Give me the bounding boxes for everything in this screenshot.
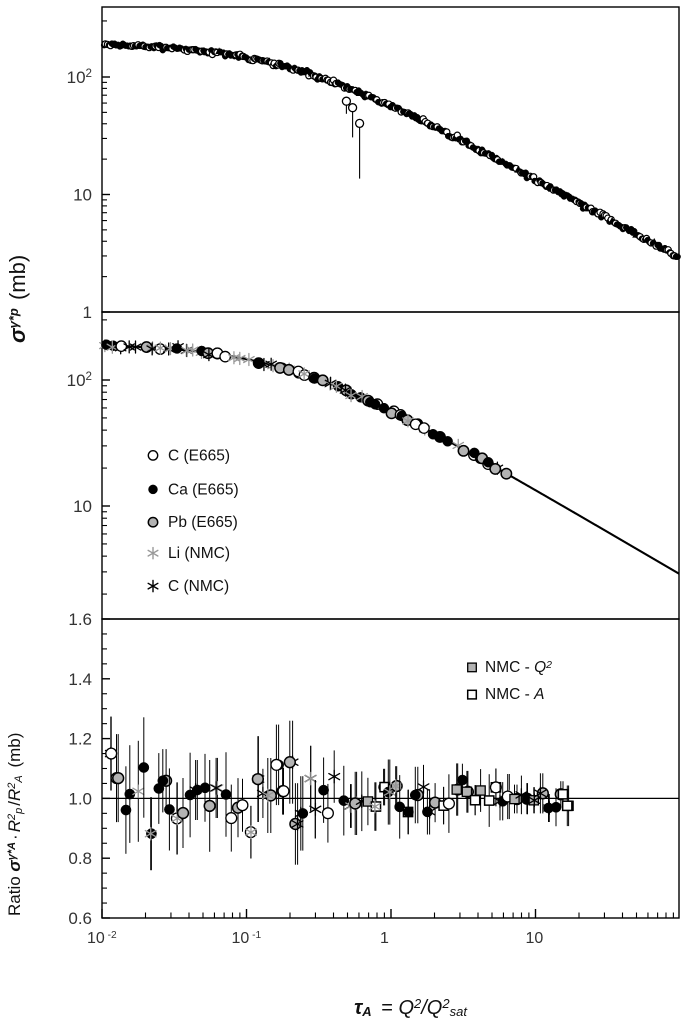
svg-text:Ratio σγ*A·R2p/R2A (mb): Ratio σγ*A·R2p/R2A (mb) [5, 733, 25, 916]
svg-text:C (E665): C (E665) [168, 447, 230, 464]
svg-text:NMC - Q2: NMC - Q2 [485, 659, 552, 676]
svg-text:10: 10 [73, 497, 92, 516]
svg-text:Li (NMC): Li (NMC) [168, 545, 230, 562]
svg-text:Pb (E665): Pb (E665) [168, 514, 238, 531]
svg-text:10: 10 [73, 186, 92, 205]
svg-text:10: 10 [526, 930, 544, 947]
svg-text:1: 1 [380, 930, 389, 947]
svg-text:σγ*p (mb): σγ*p (mb) [5, 255, 30, 343]
svg-text:1.0: 1.0 [68, 789, 92, 808]
svg-text:0.8: 0.8 [68, 849, 92, 868]
svg-text:NMC - A: NMC - A [485, 686, 544, 703]
svg-text:1.2: 1.2 [68, 730, 92, 749]
svg-text:1.4: 1.4 [68, 670, 92, 689]
svg-text:0.6: 0.6 [68, 909, 92, 928]
svg-text:Ca (E665): Ca (E665) [168, 481, 239, 498]
svg-text:1: 1 [83, 303, 92, 322]
svg-text:C (NMC): C (NMC) [168, 578, 229, 595]
svg-text:1.6: 1.6 [68, 610, 92, 629]
